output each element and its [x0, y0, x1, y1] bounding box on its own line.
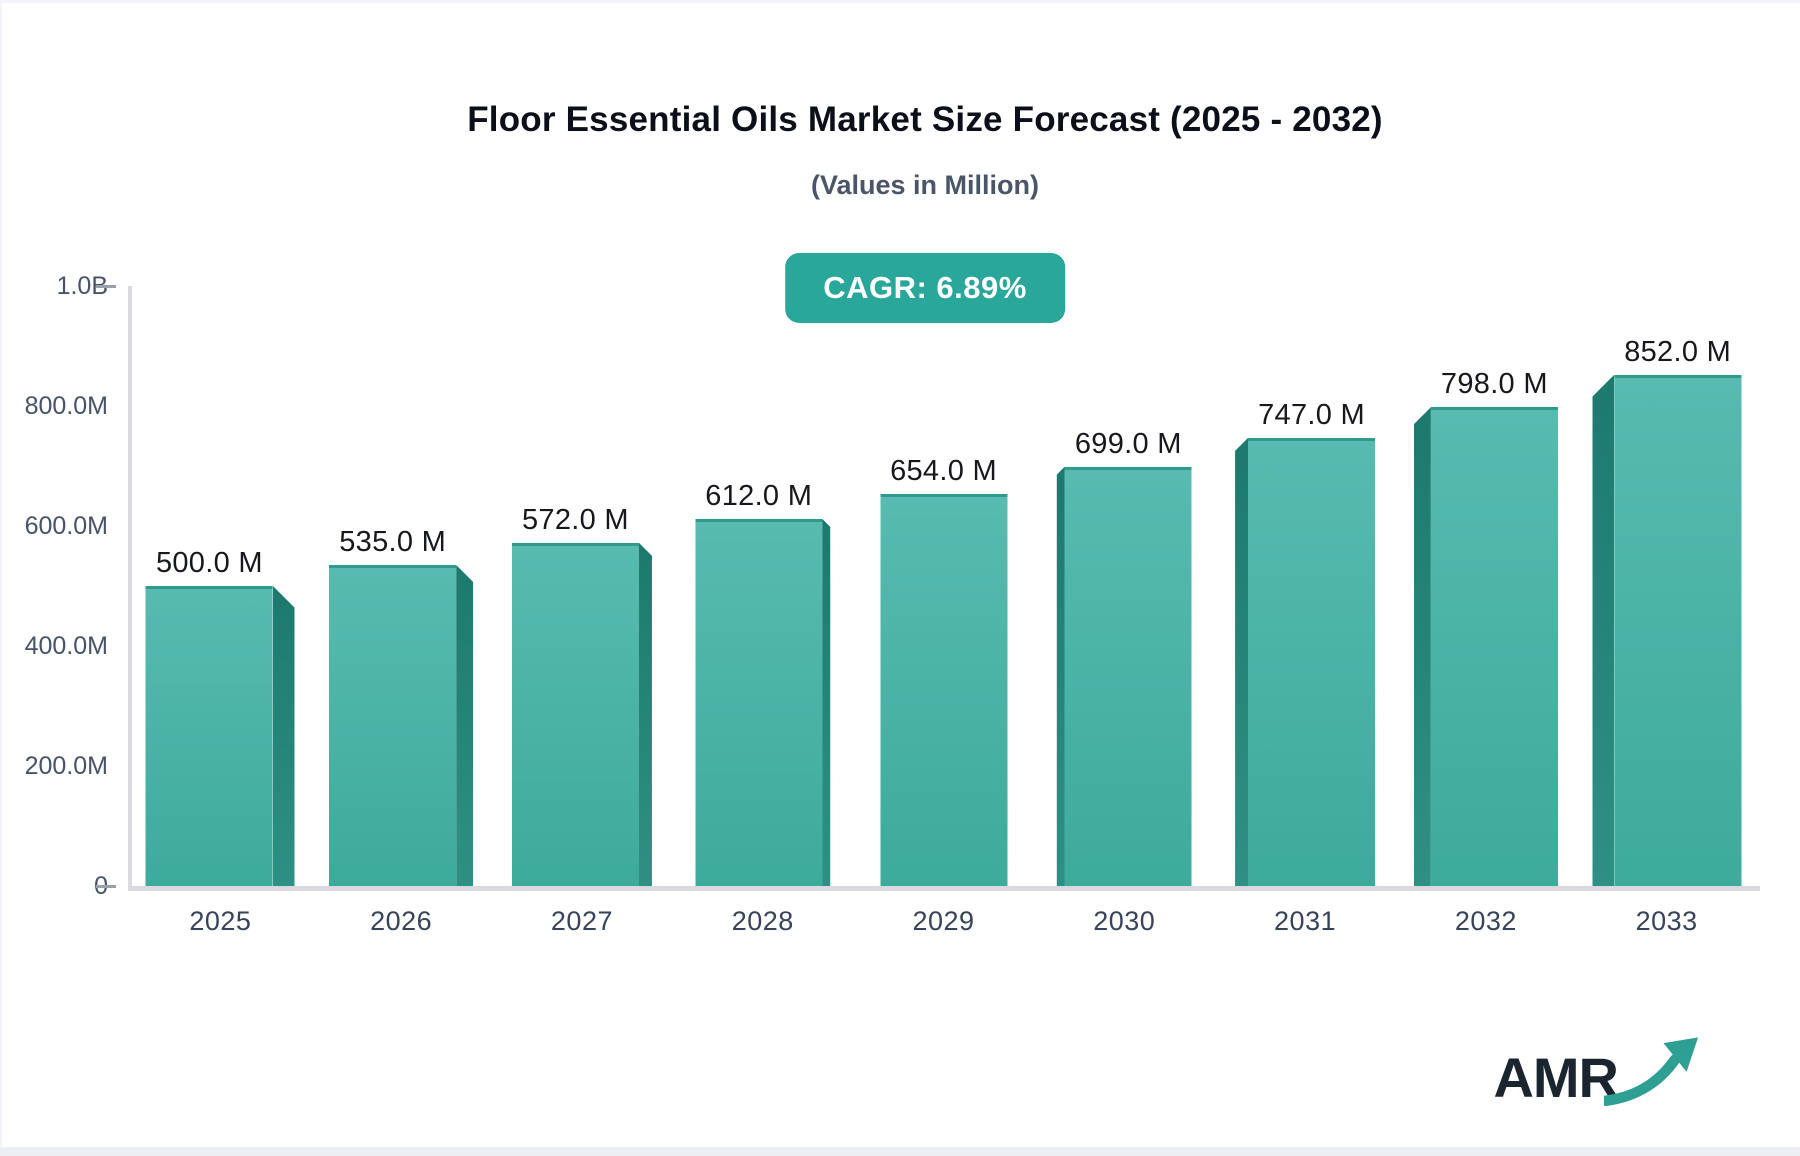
bar-2032: 798.0 M — [1413, 368, 1558, 886]
bar-2033: 852.0 M — [1592, 336, 1742, 886]
chart-subtitle: (Values in Million) — [810, 170, 1040, 200]
bar-front-face: 852.0 M — [1614, 336, 1742, 886]
x-axis-label: 2033 — [1635, 906, 1698, 936]
bar-2029: 654.0 M — [880, 455, 1008, 886]
bar-2031: 747.0 M — [1235, 399, 1376, 886]
x-axis-label: 2029 — [912, 906, 975, 936]
y-axis-line — [128, 286, 132, 891]
bar-value-label: 798.0 M — [1440, 368, 1548, 401]
bar-band-2026: 535.0 M 2026 — [311, 286, 492, 936]
x-axis-line — [128, 886, 1760, 891]
x-axis-label: 2025 — [189, 906, 252, 936]
bar-side-face — [1056, 466, 1065, 886]
x-axis-label: 2031 — [1274, 906, 1337, 936]
page-bottom-edge — [0, 1147, 1800, 1156]
bar-band-2027: 572.0 M 2027 — [492, 286, 673, 936]
bar-band-2031: 747.0 M 2031 — [1215, 286, 1396, 936]
y-axis-tick-mark — [96, 285, 116, 288]
page-top-edge — [0, 0, 1800, 3]
bar-2028: 612.0 M — [695, 480, 831, 886]
x-axis-label: 2027 — [550, 906, 613, 936]
bar-side-face — [822, 518, 831, 886]
bar-band-2028: 612.0 M 2028 — [672, 286, 853, 936]
y-axis-tick-label: 0 — [0, 870, 108, 902]
y-axis-tick-label: 600.0M — [24, 512, 108, 540]
bar-front-face: 612.0 M — [695, 480, 823, 886]
bar-side-face — [1235, 437, 1249, 886]
bar-side-face — [638, 542, 652, 886]
bar-front-face: 798.0 M — [1430, 368, 1558, 886]
y-axis-tick-label: 800.0M — [24, 392, 108, 420]
y-axis-tick-mark — [96, 885, 116, 888]
y-axis-tick-label: 1.0B — [56, 272, 108, 300]
bar-side-face — [1592, 374, 1615, 886]
bar-front-face: 747.0 M — [1248, 399, 1376, 886]
x-axis-label: 2032 — [1454, 906, 1517, 936]
growth-arrow-icon — [1604, 1037, 1699, 1106]
bar-front-face: 572.0 M — [511, 504, 639, 886]
bar-value-label: 852.0 M — [1624, 335, 1732, 368]
page-left-edge — [0, 0, 2, 1156]
amr-logo-text: AMR — [1493, 1046, 1619, 1109]
x-axis-label: 2028 — [731, 906, 794, 936]
bar-2030: 699.0 M — [1056, 428, 1192, 886]
bar-band-2033: 852.0 M 2033 — [1576, 286, 1757, 936]
bar-value-label: 612.0 M — [705, 479, 813, 512]
amr-logo: AMR — [1493, 1037, 1700, 1109]
cagr-badge: CAGR: 6.89% — [785, 253, 1065, 323]
bar-front-face: 500.0 M — [145, 547, 273, 886]
bar-side-face — [272, 586, 295, 886]
bar-band-2029: 654.0 M 2029 — [853, 286, 1034, 936]
bar-value-label: 535.0 M — [339, 526, 447, 558]
y-axis-tick-label: 400.0M — [24, 632, 108, 660]
bar-2025: 500.0 M — [145, 547, 295, 886]
bar-2027: 572.0 M — [511, 504, 652, 886]
bar-value-label: 500.0 M — [155, 547, 263, 579]
bar-value-label: 699.0 M — [1074, 427, 1182, 460]
bar-side-face — [1413, 407, 1431, 886]
plot-area: 500.0 M 2025 535.0 M 2026 572.0 M 2027 612.0 M… — [130, 286, 1757, 936]
bar-front-face: 535.0 M — [329, 526, 457, 886]
bar-value-label: 654.0 M — [890, 454, 997, 487]
bar-front-face: 699.0 M — [1064, 428, 1192, 886]
chart-title: Floor Essential Oils Market Size Forecas… — [467, 100, 1383, 139]
bar-side-face — [456, 565, 474, 886]
bar-value-label: 747.0 M — [1258, 398, 1366, 431]
bar-band-2032: 798.0 M 2032 — [1395, 286, 1576, 936]
bar-front-face: 654.0 M — [880, 455, 1008, 886]
x-axis-label: 2030 — [1093, 906, 1156, 936]
bar-band-2025: 500.0 M 2025 — [130, 286, 311, 936]
x-axis-label: 2026 — [370, 906, 433, 936]
bar-2026: 535.0 M — [329, 526, 474, 886]
bar-band-2030: 699.0 M 2030 — [1034, 286, 1215, 936]
y-axis-tick-label: 200.0M — [24, 752, 108, 780]
bar-value-label: 572.0 M — [522, 503, 629, 536]
